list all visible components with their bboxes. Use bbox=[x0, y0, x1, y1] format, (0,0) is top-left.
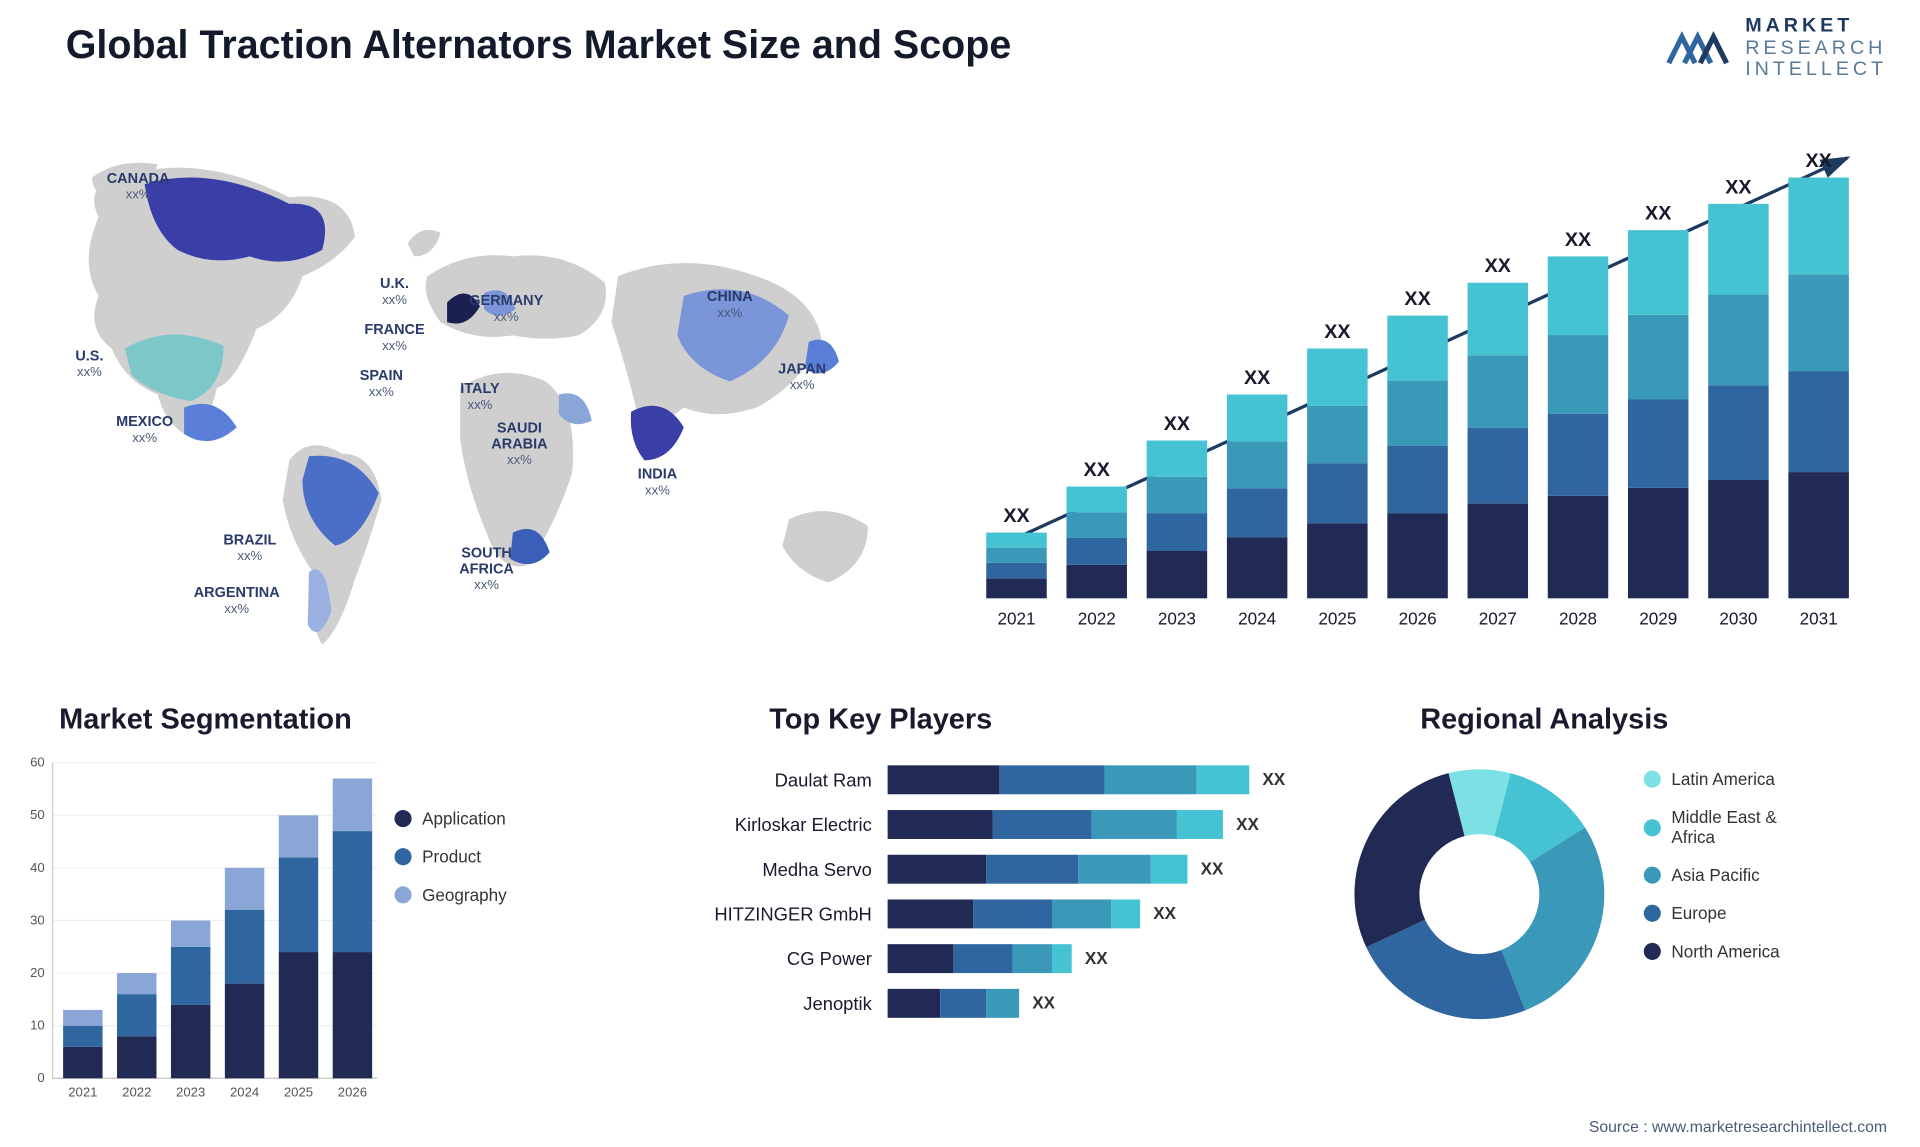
svg-text:XX: XX bbox=[1003, 505, 1029, 527]
key-players-chart: Daulat RamXX Kirloskar ElectricXX Medha Se… bbox=[684, 763, 1302, 1031]
map-label: U.S.xx% bbox=[75, 348, 103, 380]
regional-donut bbox=[1341, 756, 1617, 1032]
svg-text:2024: 2024 bbox=[230, 1085, 259, 1100]
svg-text:2026: 2026 bbox=[1399, 610, 1437, 629]
svg-text:2028: 2028 bbox=[1559, 610, 1597, 629]
svg-text:2027: 2027 bbox=[1479, 610, 1517, 629]
svg-text:40: 40 bbox=[30, 860, 45, 875]
svg-text:XX: XX bbox=[1324, 321, 1350, 343]
key-players-title: Top Key Players bbox=[769, 702, 992, 736]
svg-text:2029: 2029 bbox=[1639, 610, 1677, 629]
svg-text:20: 20 bbox=[30, 965, 45, 980]
regional-title: Regional Analysis bbox=[1420, 702, 1668, 736]
legend-item: Europe bbox=[1644, 903, 1780, 923]
market-size-chart: XX 2021 XX 2022 XX 2023 XX 2024 XX 2025 XX 2026 XX 20… bbox=[973, 125, 1867, 651]
world-map: CANADAxx% U.S.xx% MEXICOxx% BRAZILxx% ARGENT… bbox=[26, 125, 933, 664]
svg-text:2024: 2024 bbox=[1238, 610, 1276, 629]
map-label: JAPANxx% bbox=[778, 362, 826, 394]
svg-text:2030: 2030 bbox=[1719, 610, 1757, 629]
page-title: Global Traction Alternators Market Size … bbox=[66, 24, 1012, 69]
segmentation-legend: Application Product Geography bbox=[395, 809, 507, 923]
map-label: CHINAxx% bbox=[707, 289, 753, 321]
regional-legend: Latin America Middle East &Africa Asia Pac… bbox=[1644, 769, 1780, 979]
logo: MARKET RESEARCH INTELLECT bbox=[1666, 16, 1887, 81]
legend-item: Asia Pacific bbox=[1644, 865, 1780, 885]
map-label: GERMANYxx% bbox=[469, 293, 543, 325]
svg-text:XX: XX bbox=[1404, 288, 1430, 310]
map-label: U.K.xx% bbox=[380, 276, 409, 308]
svg-text:0: 0 bbox=[37, 1070, 44, 1085]
map-label: FRANCExx% bbox=[364, 322, 424, 354]
svg-text:XX: XX bbox=[1565, 229, 1591, 251]
segmentation-title: Market Segmentation bbox=[59, 702, 352, 736]
svg-text:XX: XX bbox=[1244, 367, 1270, 389]
map-label: ITALYxx% bbox=[460, 381, 499, 413]
key-player-row: JenoptikXX bbox=[684, 986, 1302, 1019]
segmentation-chart: 0 10 20 30 40 50 60 2021 2022 2023 2024 2025 2026 bbox=[16, 750, 384, 1112]
svg-text:50: 50 bbox=[30, 807, 45, 822]
map-label: SAUDIARABIAxx% bbox=[491, 421, 547, 469]
svg-text:XX: XX bbox=[1805, 150, 1831, 172]
svg-text:2026: 2026 bbox=[338, 1085, 367, 1100]
key-player-row: Kirloskar ElectricXX bbox=[684, 807, 1302, 840]
key-player-row: Medha ServoXX bbox=[684, 852, 1302, 885]
logo-icon bbox=[1666, 23, 1732, 73]
logo-text-2: RESEARCH bbox=[1745, 37, 1887, 59]
svg-text:2025: 2025 bbox=[1318, 610, 1356, 629]
map-label: CANADAxx% bbox=[107, 171, 170, 203]
svg-text:2021: 2021 bbox=[68, 1085, 97, 1100]
legend-item: Middle East &Africa bbox=[1644, 807, 1780, 846]
logo-text-3: INTELLECT bbox=[1745, 59, 1887, 81]
legend-item: Geography bbox=[395, 885, 507, 905]
map-label: SPAINxx% bbox=[360, 368, 403, 400]
map-label: INDIAxx% bbox=[638, 467, 677, 499]
svg-text:2031: 2031 bbox=[1800, 610, 1838, 629]
svg-text:60: 60 bbox=[30, 755, 45, 770]
map-label: SOUTHAFRICAxx% bbox=[459, 546, 514, 594]
svg-text:2023: 2023 bbox=[1158, 610, 1196, 629]
svg-text:2025: 2025 bbox=[284, 1085, 313, 1100]
svg-text:XX: XX bbox=[1725, 176, 1751, 198]
legend-item: North America bbox=[1644, 942, 1780, 962]
map-label: BRAZILxx% bbox=[223, 533, 276, 565]
map-label: MEXICOxx% bbox=[116, 414, 173, 446]
svg-text:2023: 2023 bbox=[176, 1085, 205, 1100]
source-line: Source : www.marketresearchintellect.com bbox=[1589, 1118, 1887, 1136]
legend-item: Application bbox=[395, 809, 507, 829]
svg-text:2022: 2022 bbox=[1078, 610, 1116, 629]
legend-item: Latin America bbox=[1644, 769, 1780, 789]
key-player-row: CG PowerXX bbox=[684, 942, 1302, 975]
svg-text:10: 10 bbox=[30, 1018, 45, 1033]
key-player-row: HITZINGER GmbHXX bbox=[684, 897, 1302, 930]
map-label: ARGENTINAxx% bbox=[194, 585, 280, 617]
legend-item: Product bbox=[395, 847, 507, 867]
svg-text:XX: XX bbox=[1084, 459, 1110, 481]
logo-text-1: MARKET bbox=[1745, 16, 1887, 38]
svg-text:2022: 2022 bbox=[122, 1085, 151, 1100]
svg-text:XX: XX bbox=[1485, 255, 1511, 277]
svg-text:XX: XX bbox=[1164, 413, 1190, 435]
key-player-row: Daulat RamXX bbox=[684, 763, 1302, 796]
svg-text:2021: 2021 bbox=[997, 610, 1035, 629]
svg-text:30: 30 bbox=[30, 912, 45, 927]
svg-text:XX: XX bbox=[1645, 203, 1671, 225]
